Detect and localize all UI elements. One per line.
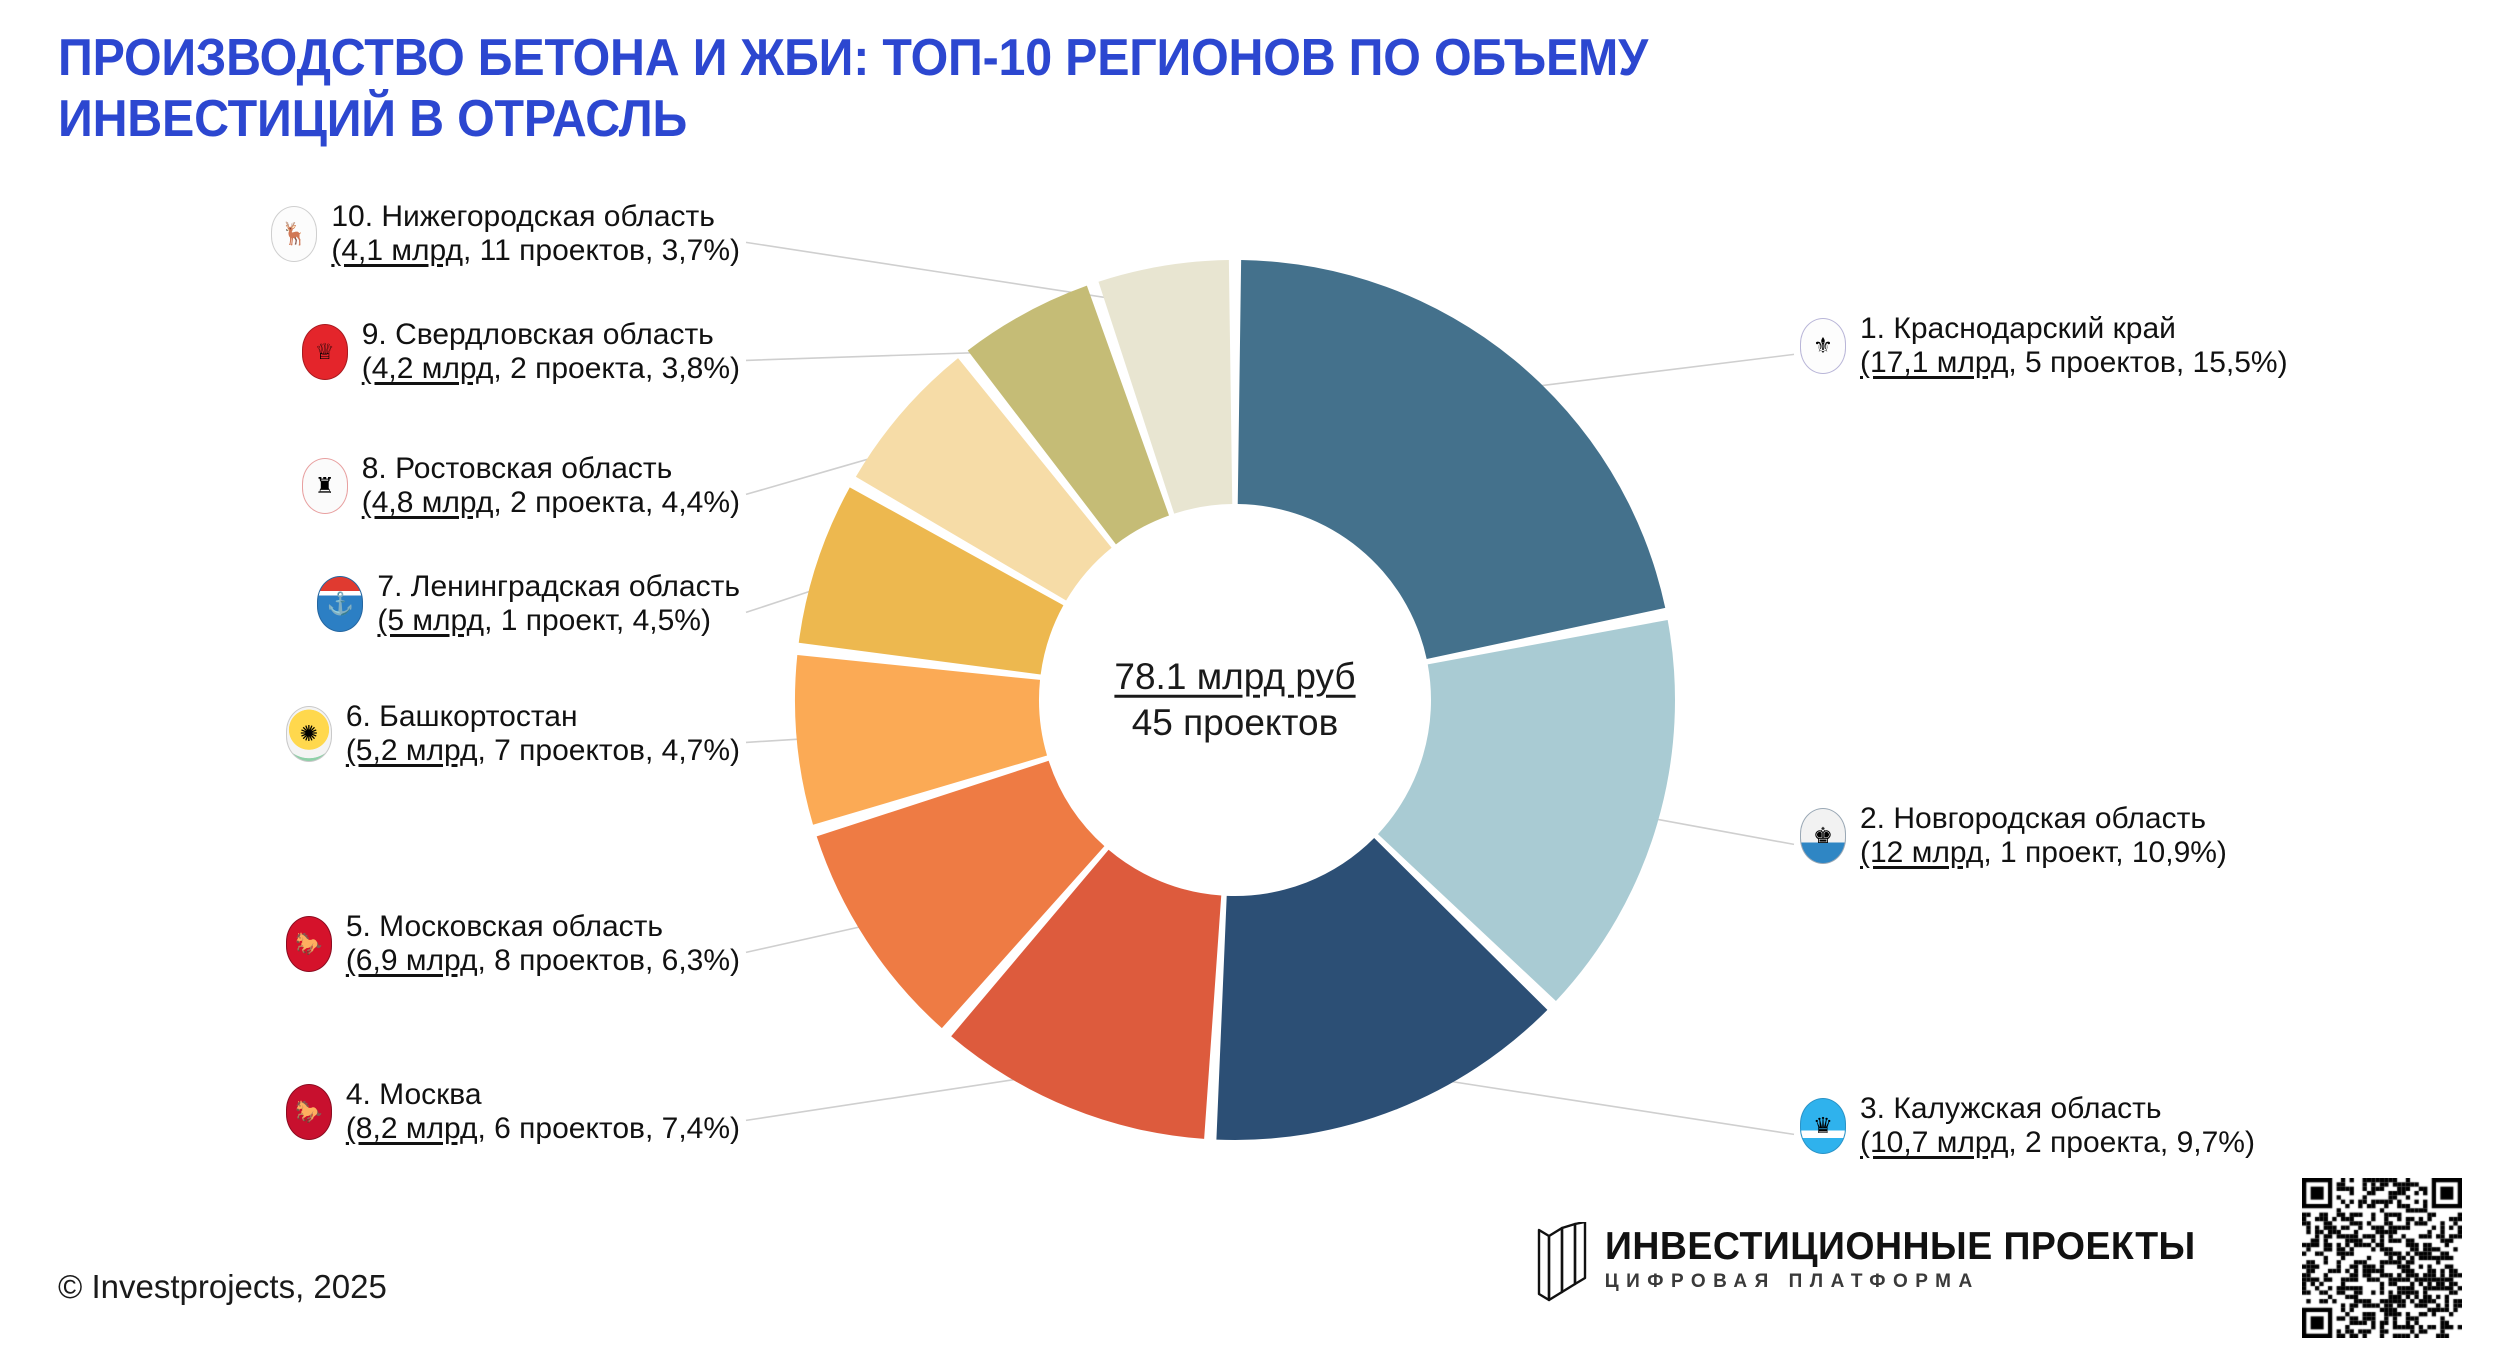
region-details: (8,2 млрд, 6 проектов, 7,4%): [346, 1112, 740, 1146]
donut-chart-svg: [795, 260, 1675, 1140]
chart-label-text: 5. Московская область (6,9 млрд, 8 проект…: [346, 910, 740, 978]
region-details: (10,7 млрд, 2 проекта, 9,7%): [1860, 1126, 2255, 1160]
region-name: 3. Калужская область: [1860, 1092, 2162, 1125]
pie-slice-1[interactable]: [1237, 260, 1666, 659]
coat-of-arms-moscow-icon: 🐎: [285, 1084, 332, 1141]
region-projects-share: , 1 проект, 4,5%): [484, 604, 711, 638]
region-amount: (17,1 млрд: [1860, 346, 2009, 380]
pie-slice-6[interactable]: [795, 654, 1048, 825]
region-name: 10. Нижегородская область: [331, 200, 715, 233]
chart-label-text: 10. Нижегородская область (4,1 млрд, 11 п…: [331, 200, 740, 268]
chart-label-1[interactable]: ⚜ 1. Краснодарский край (17,1 млрд, 5 прое…: [1800, 312, 2288, 380]
region-name: 8. Ростовская область: [361, 452, 673, 485]
chart-label-text: 2. Новгородская область (12 млрд, 1 проек…: [1860, 802, 2227, 870]
pie-slice-2[interactable]: [1377, 619, 1675, 1002]
chart-label-9[interactable]: ♕ 9. Свердловская область (4,2 млрд, 2 про…: [0, 318, 740, 386]
coat-of-arms-krasnodar-icon: ⚜: [1800, 318, 1846, 375]
region-details: (17,1 млрд, 5 проектов, 15,5%): [1860, 346, 2288, 380]
coat-of-arms-leningrad-oblast-icon: ⚓: [317, 576, 364, 633]
region-name: 5. Московская область: [345, 910, 664, 943]
region-amount: (4,2 млрд: [361, 352, 494, 386]
coat-of-arms-sverdlovsk-oblast-icon: ♕: [301, 324, 348, 381]
qr-code[interactable]: [2302, 1178, 2462, 1338]
pie-slice-10[interactable]: [1098, 260, 1233, 514]
chart-label-text: 9. Свердловская область (4,2 млрд, 2 прое…: [362, 318, 740, 386]
pie-slice-5[interactable]: [816, 760, 1105, 1029]
chart-label-10[interactable]: 🦌 10. Нижегородская область (4,1 млрд, 11 …: [0, 200, 740, 268]
region-details: (6,9 млрд, 8 проектов, 6,3%): [346, 944, 740, 978]
chart-label-text: 4. Москва (8,2 млрд, 6 проектов, 7,4%): [346, 1078, 740, 1146]
coat-of-arms-moscow-oblast-icon: 🐎: [285, 916, 332, 973]
chart-label-3[interactable]: ♛ 3. Калужская область (10,7 млрд, 2 проек…: [1800, 1092, 2255, 1160]
chart-label-5[interactable]: 🐎 5. Московская область (6,9 млрд, 8 проек…: [0, 910, 740, 978]
book-pages-logo-icon: [1537, 1222, 1586, 1302]
region-name: 2. Новгородская область: [1860, 802, 2206, 835]
region-amount: (5 млрд: [377, 604, 485, 638]
chart-label-text: 3. Калужская область (10,7 млрд, 2 проект…: [1860, 1092, 2255, 1160]
coat-of-arms-nizhny-novgorod-oblast-icon: 🦌: [271, 206, 318, 263]
region-projects-share: , 2 проекта, 9,7%): [2008, 1126, 2255, 1160]
region-details: (4,8 млрд, 2 проекта, 4,4%): [362, 486, 740, 520]
region-amount: (4,1 млрд: [331, 234, 464, 268]
region-projects-share: , 8 проектов, 6,3%): [477, 944, 740, 978]
region-details: (5 млрд, 1 проект, 4,5%): [377, 604, 740, 638]
chart-label-text: 6. Башкортостан (5,2 млрд, 7 проектов, 4,…: [346, 700, 740, 768]
region-projects-share: , 6 проектов, 7,4%): [477, 1112, 740, 1146]
chart-label-text: 8. Ростовская область (4,8 млрд, 2 проект…: [362, 452, 740, 520]
chart-label-2[interactable]: ♚ 2. Новгородская область (12 млрд, 1 прое…: [1800, 802, 2227, 870]
region-projects-share: , 11 проектов, 3,7%): [463, 234, 740, 268]
region-amount: (8,2 млрд: [345, 1112, 478, 1146]
chart-label-text: 1. Краснодарский край (17,1 млрд, 5 проек…: [1860, 312, 2288, 380]
pie-slice-3[interactable]: [1216, 838, 1548, 1140]
region-amount: (4,8 млрд: [361, 486, 494, 520]
region-details: (4,2 млрд, 2 проекта, 3,8%): [362, 352, 740, 386]
region-amount: (10,7 млрд: [1860, 1126, 2009, 1160]
coat-of-arms-novgorod-icon: ♚: [1800, 808, 1846, 865]
brand-name: ИНВЕСТИЦИОННЫЕ ПРОЕКТЫ: [1604, 1224, 2196, 1268]
pie-slice-7[interactable]: [798, 487, 1064, 675]
region-name: 4. Москва: [345, 1078, 482, 1111]
pie-slice-4[interactable]: [951, 849, 1222, 1139]
chart-label-8[interactable]: ♜ 8. Ростовская область (4,8 млрд, 2 проек…: [0, 452, 740, 520]
copyright-text: © Investprojects, 2025: [58, 1268, 387, 1305]
donut-center-text: 78.1 млрд руб 45 проектов: [1025, 654, 1445, 747]
region-name: 7. Ленинградская область: [377, 570, 740, 603]
pie-slice-8[interactable]: [855, 358, 1112, 601]
region-name: 1. Краснодарский край: [1860, 312, 2176, 345]
chart-label-7[interactable]: ⚓ 7. Ленинградская область (5 млрд, 1 прое…: [0, 570, 740, 638]
coat-of-arms-kaluga-icon: ♛: [1800, 1098, 1846, 1155]
page-title: ПРОИЗВОДСТВО БЕТОНА И ЖБИ: ТОП-10 РЕГИОН…: [58, 29, 1649, 148]
brand-subtitle: ЦИФРОВАЯ ПЛАТФОРМА: [1604, 1270, 1980, 1292]
region-projects-share: , 2 проекта, 3,8%): [493, 352, 740, 386]
brand-text: ИНВЕСТИЦИОННЫЕ ПРОЕКТЫ ЦИФРОВАЯ ПЛАТФОРМ…: [1605, 1227, 2220, 1297]
region-amount: (6,9 млрд: [345, 944, 478, 978]
region-projects-share: , 2 проекта, 4,4%): [493, 486, 740, 520]
brand-logo: ИНВЕСТИЦИОННЫЕ ПРОЕКТЫ ЦИФРОВАЯ ПЛАТФОРМ…: [1535, 1222, 2220, 1302]
total-amount: 78.1 млрд руб: [1114, 655, 1356, 697]
total-projects: 45 проектов: [1131, 702, 1339, 743]
region-projects-share: , 5 проектов, 15,5%): [2008, 346, 2288, 380]
pie-slice-9[interactable]: [967, 285, 1170, 545]
region-details: (4,1 млрд, 11 проектов, 3,7%): [331, 234, 740, 268]
region-details: (5,2 млрд, 7 проектов, 4,7%): [346, 734, 740, 768]
region-name: 9. Свердловская область: [361, 318, 714, 351]
region-amount: (5,2 млрд: [345, 734, 478, 768]
chart-label-4[interactable]: 🐎 4. Москва (8,2 млрд, 6 проектов, 7,4%): [0, 1078, 740, 1146]
coat-of-arms-rostov-oblast-icon: ♜: [301, 458, 348, 515]
region-amount: (12 млрд: [1860, 836, 1984, 870]
region-name: 6. Башкортостан: [345, 700, 578, 733]
chart-label-text: 7. Ленинградская область (5 млрд, 1 проек…: [377, 570, 740, 638]
coat-of-arms-bashkortostan-icon: ✺: [285, 706, 332, 763]
region-details: (12 млрд, 1 проект, 10,9%): [1860, 836, 2227, 870]
chart-label-6[interactable]: ✺ 6. Башкортостан (5,2 млрд, 7 проектов, 4…: [0, 700, 740, 768]
region-projects-share: , 7 проектов, 4,7%): [477, 734, 740, 768]
region-projects-share: , 1 проект, 10,9%): [1983, 836, 2227, 870]
donut-chart: 78.1 млрд руб 45 проектов: [730, 195, 1740, 1205]
